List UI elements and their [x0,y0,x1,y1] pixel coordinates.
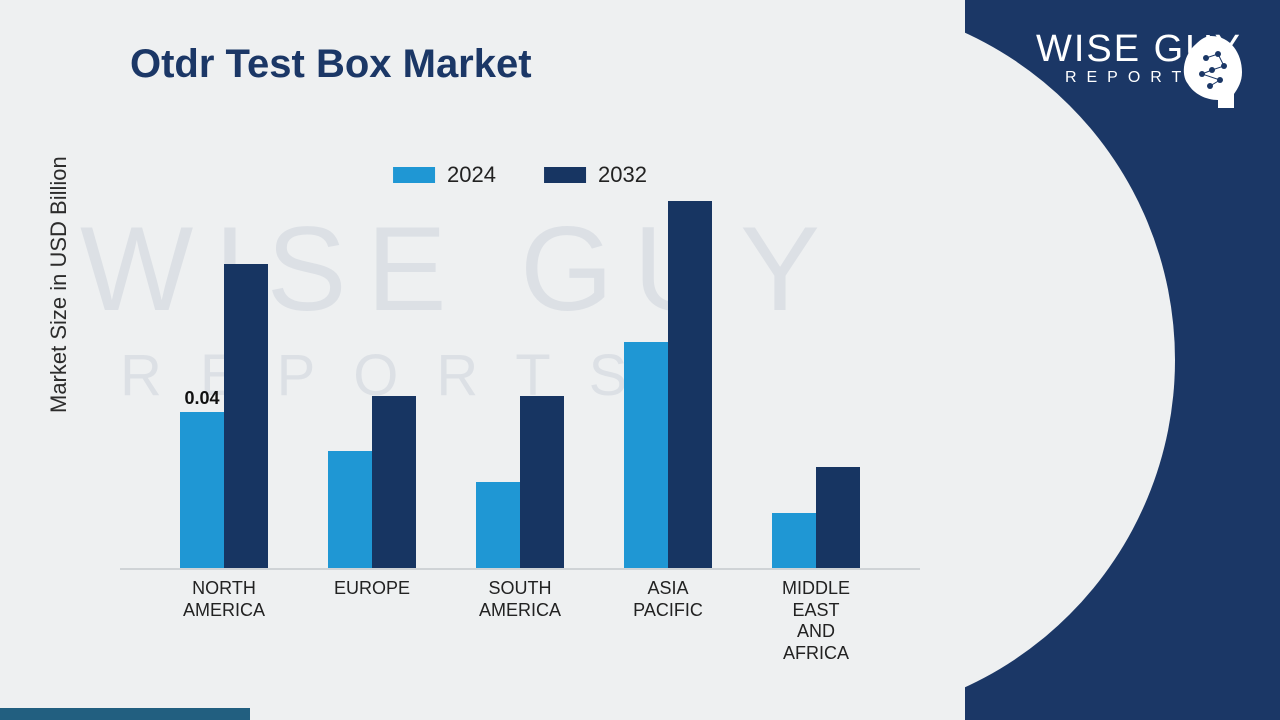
bar-2024 [772,513,816,568]
chart: Market Size in USD Billion 2024 2032 0.0… [52,150,932,680]
bar-group [756,467,876,568]
page: WISE GUY REPORTS WISE GUY REPORTS Otdr T… [0,0,1280,720]
bar-group: 0.04 [164,264,284,568]
bar-2032 [520,396,564,568]
bar-2032 [816,467,860,568]
bar-group [312,396,432,568]
category-label: SOUTHAMERICA [455,578,585,621]
category-label: MIDDLEEASTANDAFRICA [751,578,881,664]
category-label: EUROPE [307,578,437,600]
brand-head-icon [1176,34,1246,114]
category-label: ASIAPACIFIC [603,578,733,621]
bar-group [460,396,580,568]
bar-group [608,201,728,568]
y-axis-label: Market Size in USD Billion [46,156,72,413]
bar-2024: 0.04 [180,412,224,568]
legend-label-2032: 2032 [598,162,647,188]
bar-2024 [624,342,668,568]
legend-swatch-2032 [544,167,586,183]
footer-accent-bar [0,708,250,720]
brand-block: WISE GUY REPORTS [982,28,1242,87]
chart-plot-area: 2024 2032 0.04NORTHAMERICAEUROPESOUTHAME… [120,180,920,570]
bar-2032 [372,396,416,568]
legend-swatch-2024 [393,167,435,183]
bar-2032 [224,264,268,568]
bar-2024 [476,482,520,568]
legend-label-2024: 2024 [447,162,496,188]
legend-item-2032: 2032 [544,162,647,188]
bar-2024 [328,451,372,568]
chart-legend: 2024 2032 [393,162,647,188]
legend-item-2024: 2024 [393,162,496,188]
bar-value-label: 0.04 [184,388,219,409]
category-label: NORTHAMERICA [159,578,289,621]
page-title: Otdr Test Box Market [130,42,532,87]
bar-2032 [668,201,712,568]
